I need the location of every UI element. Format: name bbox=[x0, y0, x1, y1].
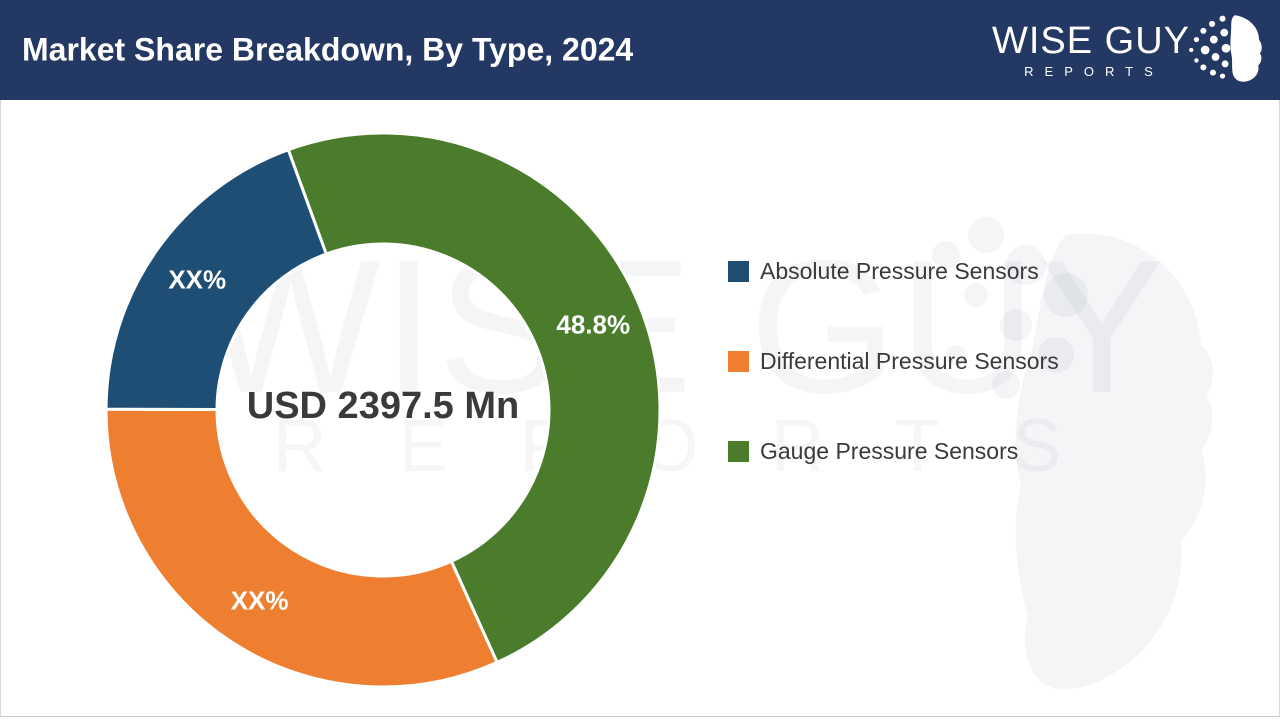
logo-text: WISE GUY REPORTS bbox=[992, 22, 1190, 79]
donut-chart: 48.8% XX% XX% bbox=[104, 131, 662, 689]
legend-item-absolute: Absolute Pressure Sensors bbox=[728, 258, 1059, 284]
slice-gauge bbox=[286, 131, 662, 665]
slice-label-gauge: 48.8% bbox=[556, 309, 630, 339]
logo-tagline: REPORTS bbox=[1024, 63, 1164, 79]
wise-guy-logo: WISE GUY REPORTS bbox=[992, 8, 1266, 92]
logo-name: WISE GUY bbox=[991, 19, 1190, 62]
legend-item-gauge: Gauge Pressure Sensors bbox=[728, 438, 1059, 464]
legend-swatch-absolute bbox=[728, 260, 749, 282]
slice-differential bbox=[104, 407, 500, 689]
donut-center-value: USD 2397.5 Mn bbox=[246, 385, 520, 427]
header-bar: Market Share Breakdown, By Type, 2024 WI… bbox=[0, 0, 1280, 100]
legend-item-differential: Differential Pressure Sensors bbox=[728, 348, 1059, 374]
legend-label-absolute: Absolute Pressure Sensors bbox=[760, 257, 1039, 284]
page-title: Market Share Breakdown, By Type, 2024 bbox=[22, 31, 634, 68]
slice-label-differential: XX% bbox=[231, 586, 289, 616]
logo-face-dots-icon bbox=[1189, 15, 1262, 82]
slice-absolute bbox=[104, 147, 329, 412]
legend-swatch-differential bbox=[728, 350, 749, 372]
legend-label-differential: Differential Pressure Sensors bbox=[760, 347, 1059, 374]
legend-label-gauge: Gauge Pressure Sensors bbox=[760, 437, 1019, 464]
slice-label-absolute: XX% bbox=[168, 265, 226, 295]
legend-swatch-gauge bbox=[728, 440, 749, 462]
chart-area: WISE GUY REPORTS 48.8%XX%XX% USD 2397.5 … bbox=[0, 100, 1280, 717]
legend: Absolute Pressure Sensors Differential Pr… bbox=[728, 258, 1059, 528]
